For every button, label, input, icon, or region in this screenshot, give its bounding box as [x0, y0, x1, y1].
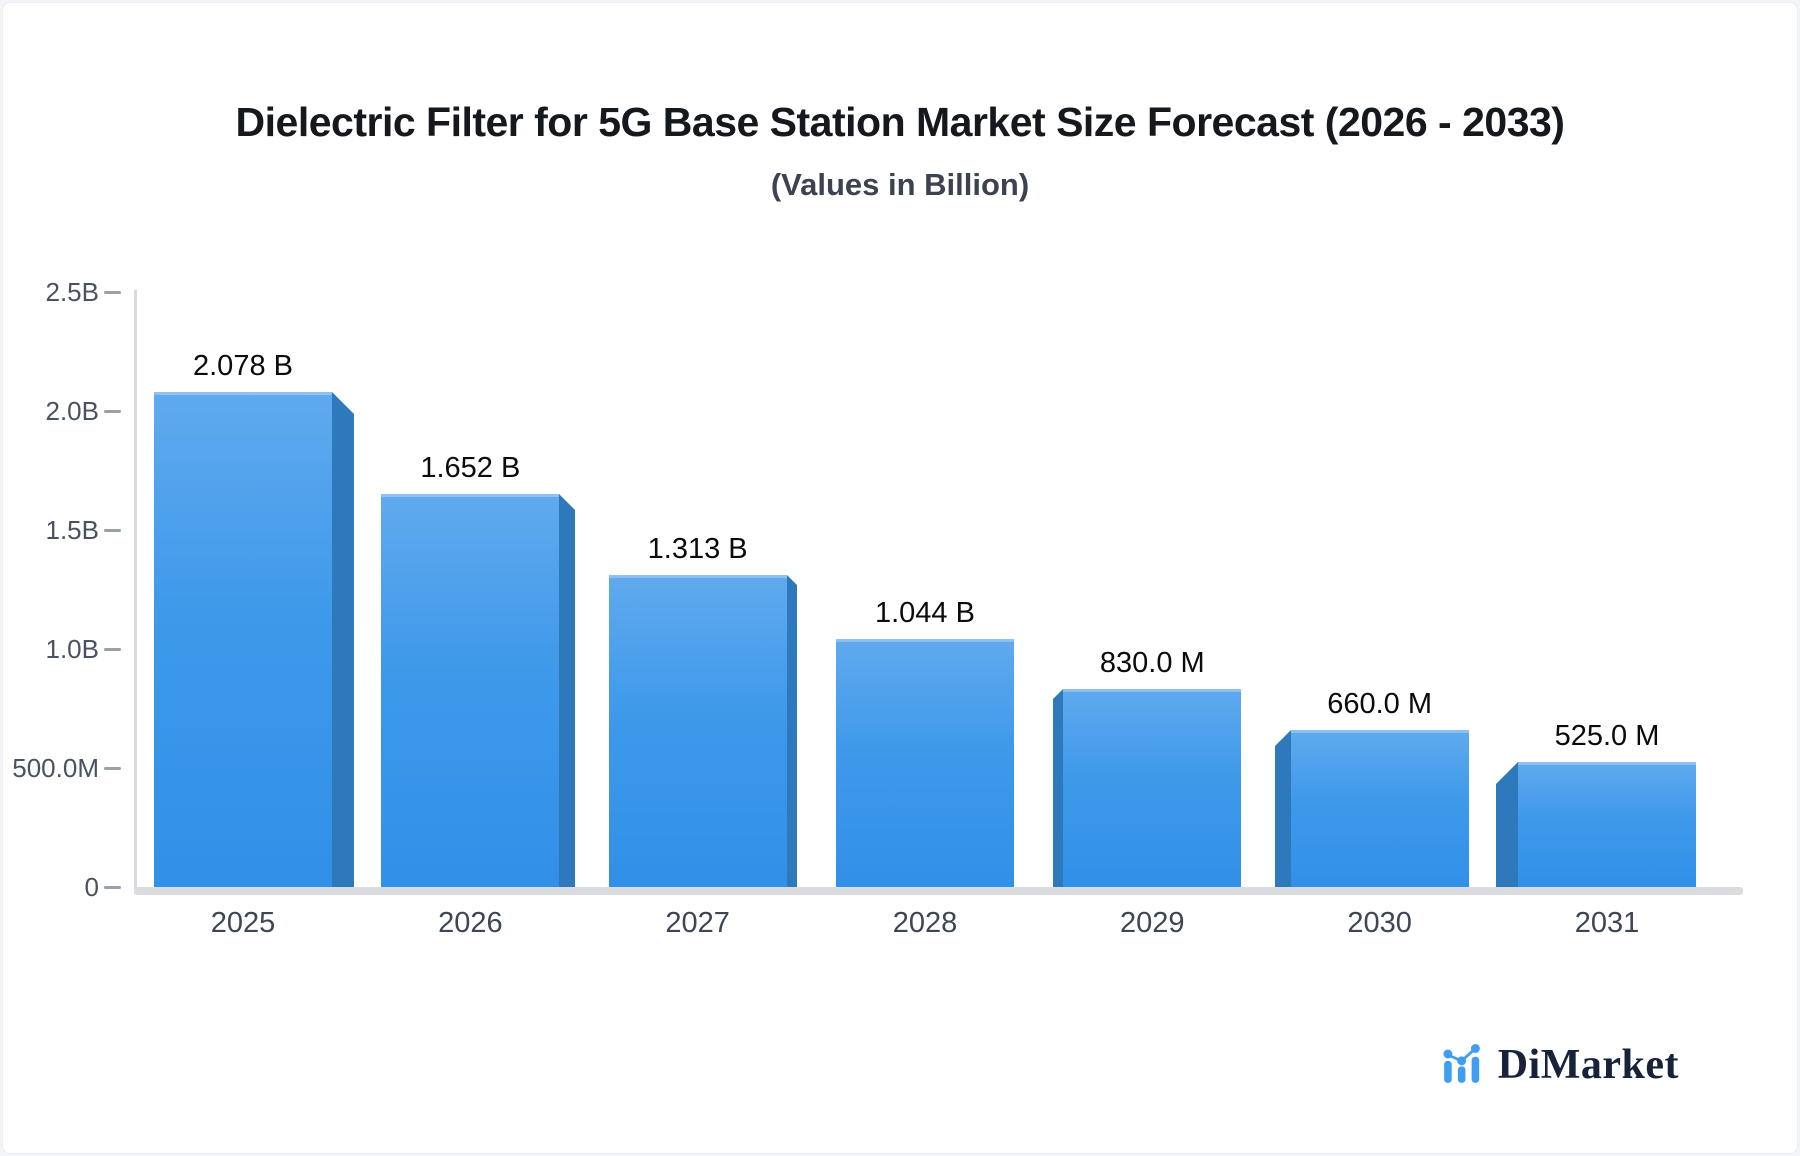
bar-3d-side: [1275, 730, 1291, 887]
bar-3d-side: [559, 494, 575, 887]
y-tick-label: 1.0B: [45, 634, 100, 664]
bar-value-label: 2.078 B: [193, 350, 293, 382]
y-tick-dash: [104, 409, 121, 413]
y-axis-line: [134, 290, 137, 890]
y-tick-dash: [104, 528, 121, 532]
bar-value-label: 1.313 B: [647, 533, 748, 565]
bar-value-label: 1.652 B: [420, 452, 521, 484]
x-tick-label-2031: 2031: [1574, 907, 1640, 939]
y-tick-dash: [104, 290, 121, 294]
y-tick-dash: [104, 647, 121, 651]
bar-2031[interactable]: [1518, 762, 1696, 887]
chart-title: Dielectric Filter for 5G Base Station Ma…: [235, 99, 1565, 145]
x-tick-label-2028: 2028: [892, 907, 958, 939]
bar-2028[interactable]: [836, 639, 1014, 887]
bar-2026[interactable]: [381, 494, 559, 887]
bar-2029[interactable]: [1063, 689, 1241, 887]
x-tick-label-2030: 2030: [1347, 907, 1412, 939]
bar-value-label: 830.0 M: [1099, 647, 1205, 679]
brand-logo: DiMarket: [1440, 1041, 1679, 1089]
x-tick-label-2029: 2029: [1120, 907, 1185, 939]
x-tick-label-2025: 2025: [210, 907, 276, 939]
y-tick-dash: [104, 885, 121, 889]
chart-subtitle: (Values in Billion): [770, 167, 1030, 202]
y-tick-label: 2.5B: [45, 277, 100, 307]
bar-value-label: 660.0 M: [1327, 688, 1433, 720]
bar-line-chart-icon: [1443, 1044, 1480, 1083]
x-axis-baseline: [134, 887, 1743, 895]
y-tick-dash: [104, 766, 121, 770]
bar-3d-side: [787, 575, 797, 887]
y-tick-label: 0: [84, 872, 99, 902]
logo-text: DiMarket: [1497, 1042, 1679, 1088]
bar-value-label: 525.0 M: [1554, 720, 1660, 752]
bar-2025[interactable]: [154, 392, 332, 887]
bar-3d-side: [1053, 689, 1063, 887]
x-tick-label-2027: 2027: [665, 907, 730, 939]
bar-3d-side: [1496, 762, 1518, 887]
x-tick-label-2026: 2026: [438, 907, 503, 939]
bar-value-label: 1.044 B: [874, 597, 975, 629]
y-tick-label: 1.5B: [45, 515, 100, 545]
bar-2027[interactable]: [609, 575, 787, 887]
bar-2030[interactable]: [1291, 730, 1469, 887]
y-tick-label: 2.0B: [45, 396, 100, 426]
bar-chart-plot-area: 2.5B 2.0B 1.5B 1.0B 500.0M 0 2.078 B 2025 1.652…: [3, 3, 1797, 1153]
bar-3d-side: [332, 392, 354, 887]
y-tick-label: 500.0M: [12, 753, 99, 783]
